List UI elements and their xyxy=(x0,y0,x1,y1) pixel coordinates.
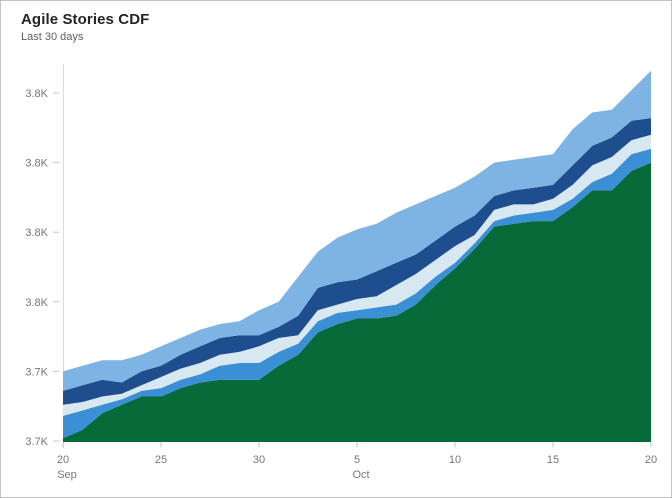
area-light-blue-top[interactable] xyxy=(63,70,651,391)
y-tick-label: 3.8K xyxy=(25,88,48,100)
x-tick-label: 5 xyxy=(354,454,360,466)
x-tick-label: 15 xyxy=(547,454,559,466)
x-tick-label: 25 xyxy=(155,454,167,466)
chart-subtitle: Last 30 days xyxy=(21,31,84,43)
x-month-label: Oct xyxy=(352,469,369,481)
x-tick-label: 30 xyxy=(253,454,265,466)
x-tick-label: 10 xyxy=(449,454,461,466)
area-medium-blue[interactable] xyxy=(63,148,651,439)
chart-header: Agile Stories CDF Last 30 days xyxy=(21,11,149,43)
x-tick-label: 20 xyxy=(57,454,69,466)
y-tick-label: 3.8K xyxy=(25,297,48,309)
y-tick-label: 3.8K xyxy=(25,227,48,239)
x-month-label: Sep xyxy=(57,469,77,481)
chart-title: Agile Stories CDF xyxy=(21,11,150,28)
x-tick-label: 20 xyxy=(645,454,657,466)
y-tick-label: 3.7K xyxy=(25,436,48,448)
y-tick-label: 3.8K xyxy=(25,158,48,170)
y-tick-label: 3.7K xyxy=(25,366,48,378)
area-dark-navy[interactable] xyxy=(63,118,651,405)
area-dark-green-bottom[interactable] xyxy=(63,162,651,442)
